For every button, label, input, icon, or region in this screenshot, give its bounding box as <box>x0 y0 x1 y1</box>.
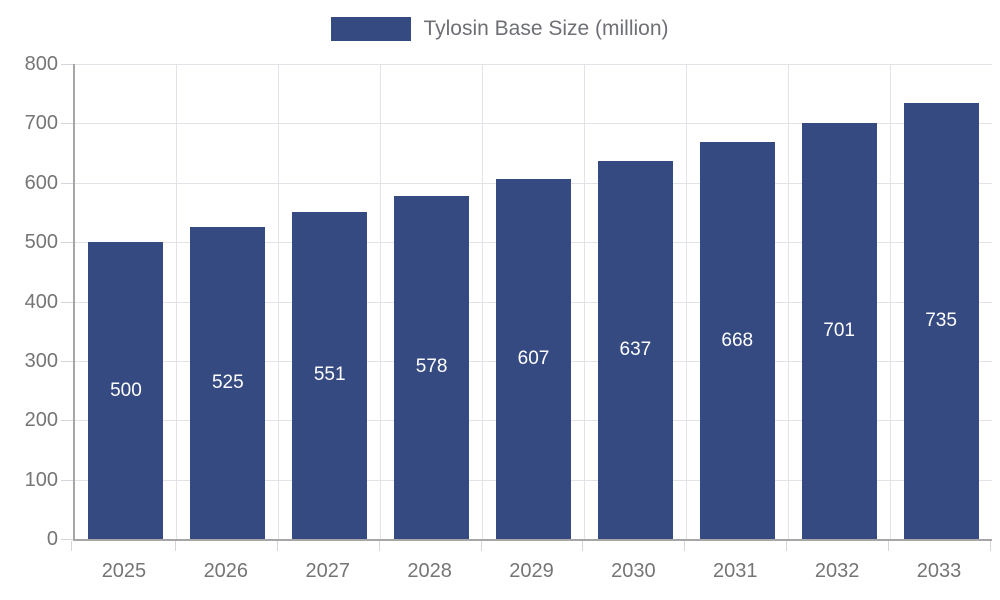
y-axis-label-600: 600 <box>24 171 58 194</box>
legend-label: Tylosin Base Size (million) <box>423 17 669 40</box>
bar-value-label-2026: 525 <box>211 372 244 394</box>
x-axis-tick-3 <box>378 541 380 551</box>
bar-2026[interactable]: 525 <box>190 227 266 539</box>
x-axis-tick-8 <box>888 541 890 551</box>
v-gridline-3 <box>380 64 382 539</box>
x-axis-label-2028: 2028 <box>407 560 452 582</box>
v-gridline-8 <box>889 64 891 539</box>
x-axis-tick-9 <box>990 541 991 551</box>
y-axis-label-400: 400 <box>24 290 58 313</box>
x-axis-tick-5 <box>582 541 584 551</box>
bar-value-label-2033: 735 <box>925 309 957 331</box>
y-axis-tick-600 <box>61 182 73 184</box>
bar-2029[interactable]: 607 <box>496 178 571 539</box>
x-axis-label-2025: 2025 <box>101 560 147 582</box>
legend-swatch <box>331 17 412 41</box>
h-gridline-700 <box>75 123 992 125</box>
v-gridline-5 <box>583 64 585 539</box>
plot-area: 500 525 551 578 607 637 668 701 735 <box>73 64 992 541</box>
bar-value-label-2031: 668 <box>721 329 754 351</box>
x-axis-label-2032: 2032 <box>814 560 860 582</box>
bar-2032[interactable]: 701 <box>801 122 877 539</box>
v-gridline-2 <box>278 64 280 539</box>
bar-value-label-2028: 578 <box>415 356 448 378</box>
y-axis-tick-800 <box>61 64 73 65</box>
y-axis-label-300: 300 <box>24 349 58 372</box>
y-axis-label-100: 100 <box>24 468 58 491</box>
y-axis-tick-300 <box>61 360 73 362</box>
y-axis-tick-100 <box>61 479 73 481</box>
x-axis-label-2026: 2026 <box>203 560 249 582</box>
bar-2030[interactable]: 637 <box>597 160 673 539</box>
y-axis-label-800: 800 <box>24 53 58 75</box>
x-axis-label-2031: 2031 <box>713 560 758 582</box>
x-axis-tick-1 <box>174 541 176 551</box>
y-axis-label-200: 200 <box>24 409 58 432</box>
y-axis-tick-0 <box>61 539 73 540</box>
bar-value-label-2025: 500 <box>110 379 142 401</box>
x-axis-label-2033: 2033 <box>916 560 962 582</box>
y-axis-tick-500 <box>61 242 73 244</box>
y-axis-label-700: 700 <box>24 112 58 135</box>
x-axis-tick-2 <box>276 541 278 551</box>
bar-value-label-2030: 637 <box>619 338 652 360</box>
h-gridline-800 <box>75 64 992 65</box>
v-gridline-7 <box>787 64 789 539</box>
bar-value-label-2027: 551 <box>313 364 346 386</box>
legend-item[interactable]: Tylosin Base Size (million) <box>0 17 1000 41</box>
v-gridline-1 <box>176 64 178 539</box>
v-gridline-6 <box>685 64 687 539</box>
y-axis-label-500: 500 <box>24 231 58 254</box>
x-axis-label-2027: 2027 <box>305 560 350 582</box>
y-axis-tick-400 <box>61 301 73 303</box>
x-axis-tick-0 <box>71 541 72 551</box>
x-axis-tick-7 <box>786 541 788 551</box>
bar-2027[interactable]: 551 <box>292 211 368 539</box>
x-axis-label-2030: 2030 <box>611 560 656 582</box>
y-axis-tick-200 <box>61 420 73 422</box>
bar-2033[interactable]: 735 <box>903 102 979 539</box>
v-gridline-4 <box>482 64 484 539</box>
bar-2031[interactable]: 668 <box>699 142 775 539</box>
y-axis-label-0: 0 <box>46 528 58 550</box>
bar-value-label-2032: 701 <box>823 319 855 341</box>
bar-2028[interactable]: 578 <box>394 195 470 539</box>
x-axis-label-2029: 2029 <box>509 560 554 582</box>
x-axis-tick-4 <box>480 541 482 551</box>
bar-2025[interactable]: 500 <box>88 242 164 539</box>
x-axis-tick-6 <box>684 541 686 551</box>
bar-value-label-2029: 607 <box>517 347 550 369</box>
y-axis-tick-700 <box>61 123 73 125</box>
